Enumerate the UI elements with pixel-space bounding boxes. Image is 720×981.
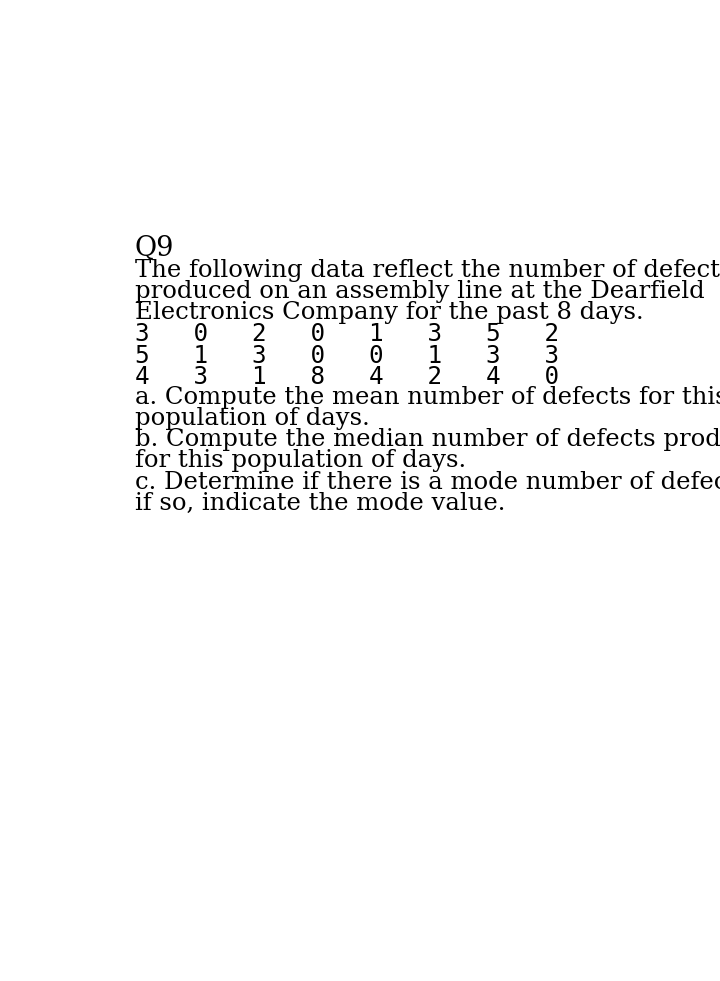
Text: 4   3   1   8   4   2   4   0: 4 3 1 8 4 2 4 0 — [135, 365, 559, 388]
Text: c. Determine if there is a mode number of defects and,: c. Determine if there is a mode number o… — [135, 471, 720, 493]
Text: population of days.: population of days. — [135, 407, 369, 430]
Text: produced on an assembly line at the Dearfield: produced on an assembly line at the Dear… — [135, 281, 704, 303]
Text: a. Compute the mean number of defects for this: a. Compute the mean number of defects fo… — [135, 386, 720, 409]
Text: for this population of days.: for this population of days. — [135, 449, 466, 472]
Text: Q9: Q9 — [135, 234, 174, 262]
Text: The following data reflect the number of defects: The following data reflect the number of… — [135, 259, 720, 282]
Text: 5   1   3   0   0   1   3   3: 5 1 3 0 0 1 3 3 — [135, 343, 559, 368]
Text: 3   0   2   0   1   3   5   2: 3 0 2 0 1 3 5 2 — [135, 323, 559, 346]
Text: if so, indicate the mode value.: if so, indicate the mode value. — [135, 491, 505, 515]
Text: b. Compute the median number of defects produced: b. Compute the median number of defects … — [135, 428, 720, 451]
Text: Electronics Company for the past 8 days.: Electronics Company for the past 8 days. — [135, 301, 643, 325]
